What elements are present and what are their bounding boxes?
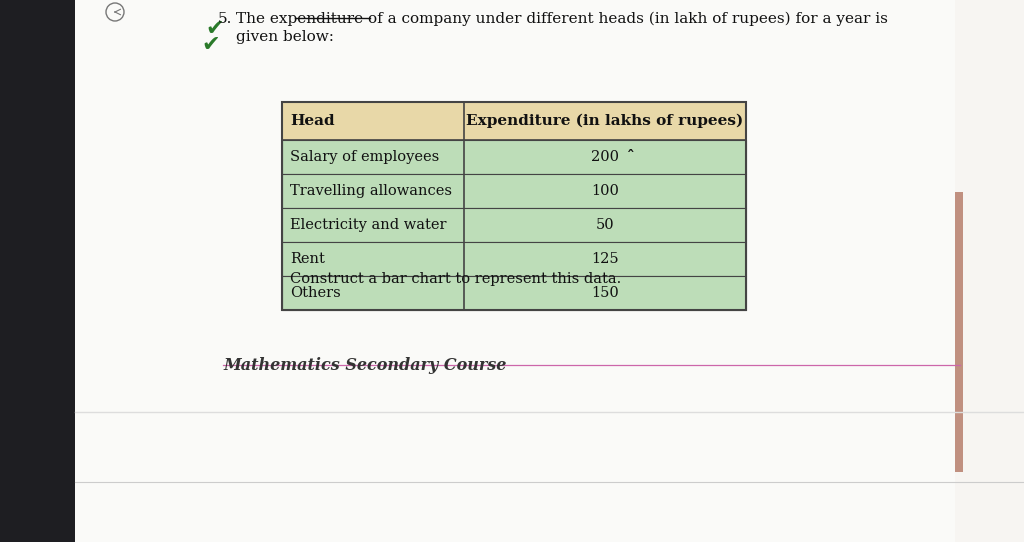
Bar <box>282 208 746 242</box>
Bar <box>75 0 955 542</box>
Bar <box>282 174 746 208</box>
Bar <box>955 192 963 472</box>
Text: ✔: ✔ <box>202 35 220 55</box>
Bar <box>282 102 746 140</box>
Text: Head: Head <box>290 114 335 128</box>
Text: Electricity and water: Electricity and water <box>290 218 446 232</box>
Text: given below:: given below: <box>236 30 334 44</box>
Text: 50: 50 <box>596 218 614 232</box>
Text: Salary of employees: Salary of employees <box>290 150 439 164</box>
Text: Expenditure (in lakhs of rupees): Expenditure (in lakhs of rupees) <box>466 114 743 128</box>
Text: ˆ: ˆ <box>627 150 635 164</box>
Text: 100: 100 <box>591 184 618 198</box>
Bar <box>282 102 746 310</box>
Text: Rent: Rent <box>290 252 325 266</box>
Text: 125: 125 <box>591 252 618 266</box>
Bar <box>282 276 746 310</box>
Text: Mathematics Secondary Course: Mathematics Secondary Course <box>223 357 507 374</box>
Text: Construct a bar chart to represent this data.: Construct a bar chart to represent this … <box>290 272 622 286</box>
Text: ✔: ✔ <box>206 19 224 39</box>
Text: Others: Others <box>290 286 341 300</box>
Bar <box>282 242 746 276</box>
Bar <box>0 0 75 542</box>
Bar <box>282 140 746 174</box>
Text: 200: 200 <box>591 150 618 164</box>
Text: 5.: 5. <box>218 12 232 26</box>
Text: The expenditure of a company under different heads (in lakh of rupees) for a yea: The expenditure of a company under diffe… <box>236 12 888 27</box>
Text: Travelling allowances: Travelling allowances <box>290 184 452 198</box>
Text: 150: 150 <box>591 286 618 300</box>
